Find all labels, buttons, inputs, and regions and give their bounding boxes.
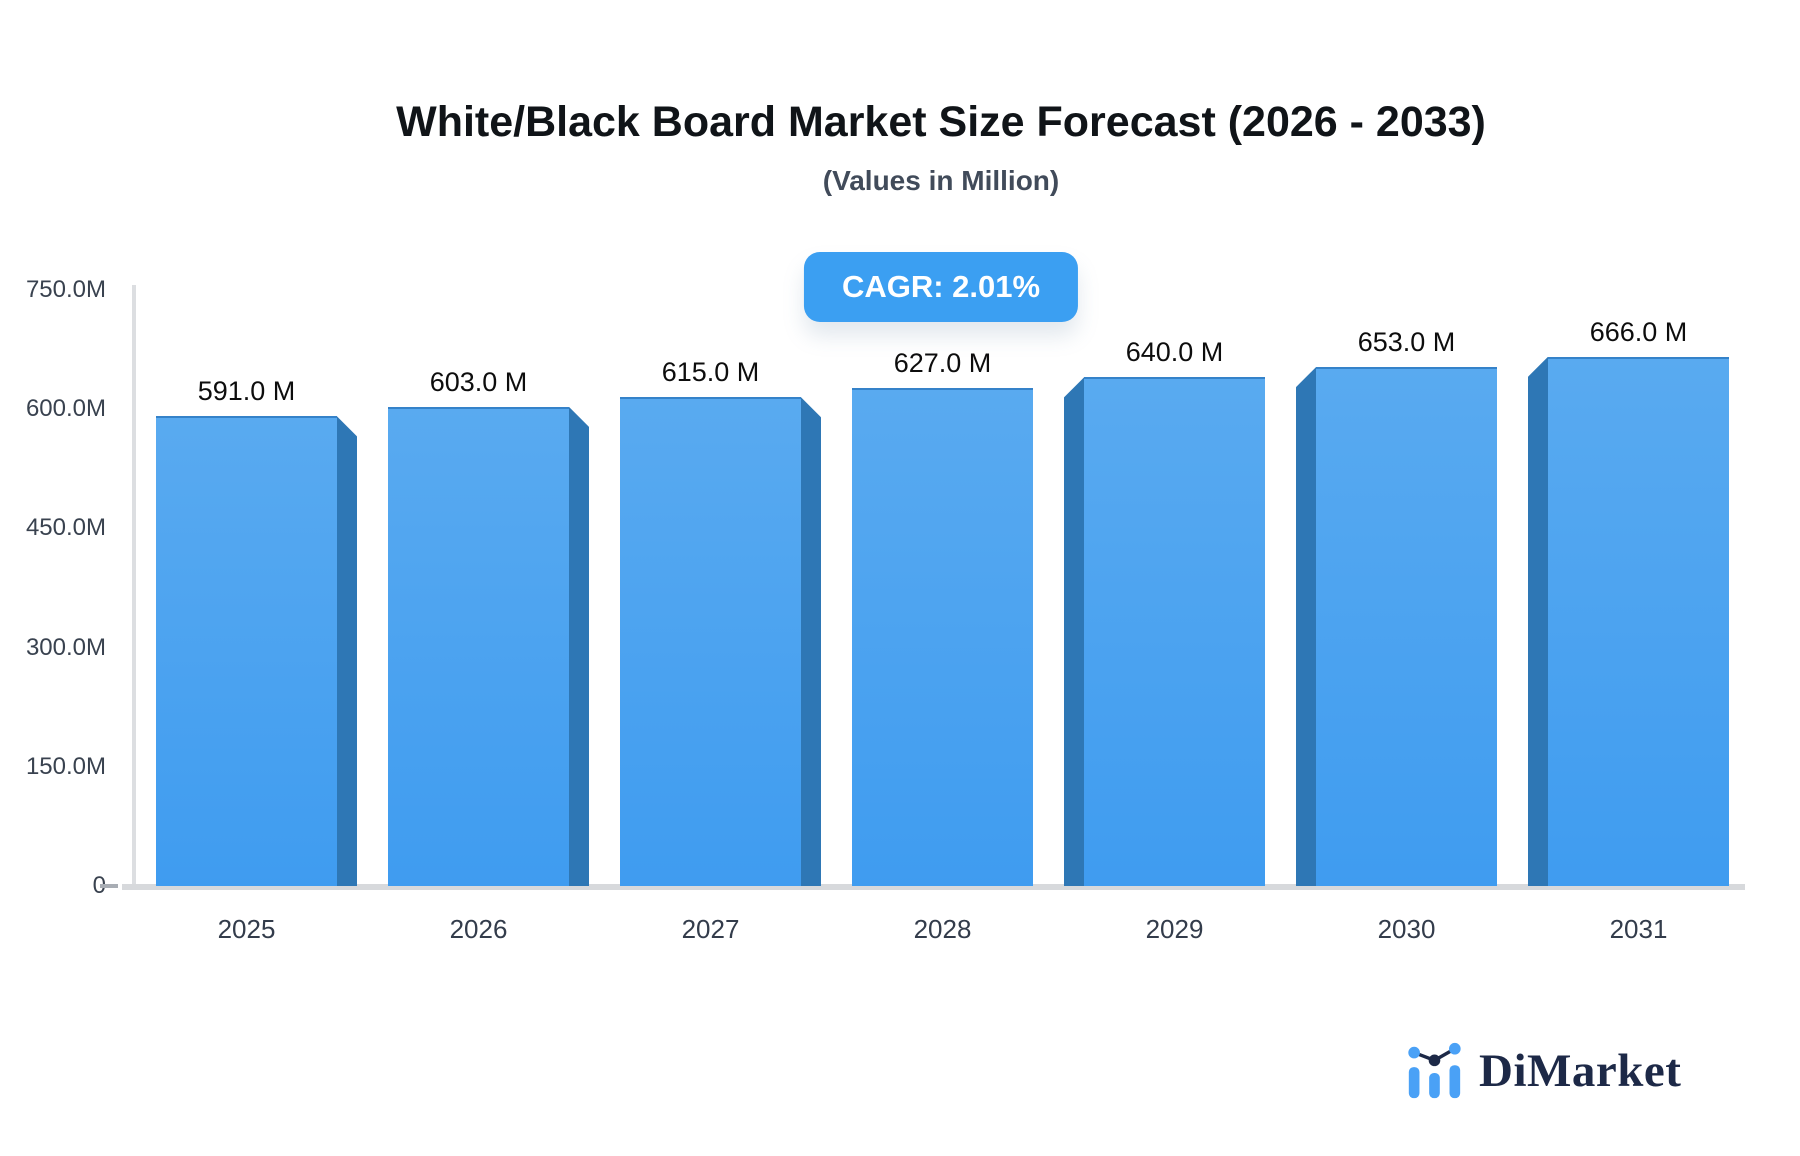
bar-value-label-2027: 615.0 M <box>661 357 760 388</box>
bar-2026[interactable] <box>388 406 569 886</box>
x-axis-label-2026: 2026 <box>449 914 508 944</box>
y-axis-tick-label: 300.0M <box>25 633 106 661</box>
x-axis-label-2028: 2028 <box>913 914 972 944</box>
bar-2027[interactable] <box>620 397 801 886</box>
zero-tick-mark <box>100 884 118 888</box>
bar-value-label-2030: 653.0 M <box>1357 327 1456 358</box>
x-axis-label-2030: 2030 <box>1377 914 1436 944</box>
y-axis-tick-label: 0 <box>0 871 106 901</box>
x-axis-label-2025: 2025 <box>217 914 276 944</box>
y-axis-tick-label: 600.0M <box>25 395 106 423</box>
bar-2028[interactable] <box>852 387 1033 886</box>
y-axis-tick-label: 150.0M <box>25 752 106 780</box>
bar-value-label-2029: 640.0 M <box>1125 337 1224 368</box>
bar-value-label-2026: 603.0 M <box>429 366 528 397</box>
cagr-badge-label: CAGR: 2.01% <box>841 269 1041 304</box>
bar-2030[interactable] <box>1316 367 1497 886</box>
cagr-badge: CAGR: 2.01% <box>803 252 1079 322</box>
dimarket-logo-text: DiMarket <box>1479 1045 1682 1097</box>
bar-2029-side-face <box>1064 377 1084 886</box>
bar-value-label-2025: 591.0 M <box>197 376 296 407</box>
bar-2026-side-face <box>569 406 589 886</box>
dimarket-logo: DiMarket <box>1403 1038 1681 1104</box>
bar-2031[interactable] <box>1548 356 1729 886</box>
bar-value-label-2031: 666.0 M <box>1589 316 1688 347</box>
mini-bar-chart-icon <box>1408 1042 1461 1099</box>
x-axis-label-2031: 2031 <box>1609 914 1668 944</box>
chart-title: White/Black Board Market Size Forecast (… <box>396 98 1486 146</box>
bar-2031-side-face <box>1528 356 1548 886</box>
y-axis-line <box>132 285 136 890</box>
bar-2025-side-face <box>337 416 357 886</box>
x-axis-line <box>122 884 1745 890</box>
y-axis-tick-label: 750.0M <box>25 276 106 303</box>
chart-subtitle: (Values in Million) <box>822 165 1060 196</box>
x-axis-label-2029: 2029 <box>1145 914 1204 944</box>
bar-2029[interactable] <box>1084 377 1265 886</box>
bar-2027-side-face <box>801 397 821 886</box>
bar-2025[interactable] <box>156 416 337 886</box>
y-axis-tick-label: 450.0M <box>25 514 106 542</box>
x-axis-label-2027: 2027 <box>681 914 740 944</box>
bar-2030-side-face <box>1296 367 1316 886</box>
bar-value-label-2028: 627.0 M <box>893 347 992 378</box>
